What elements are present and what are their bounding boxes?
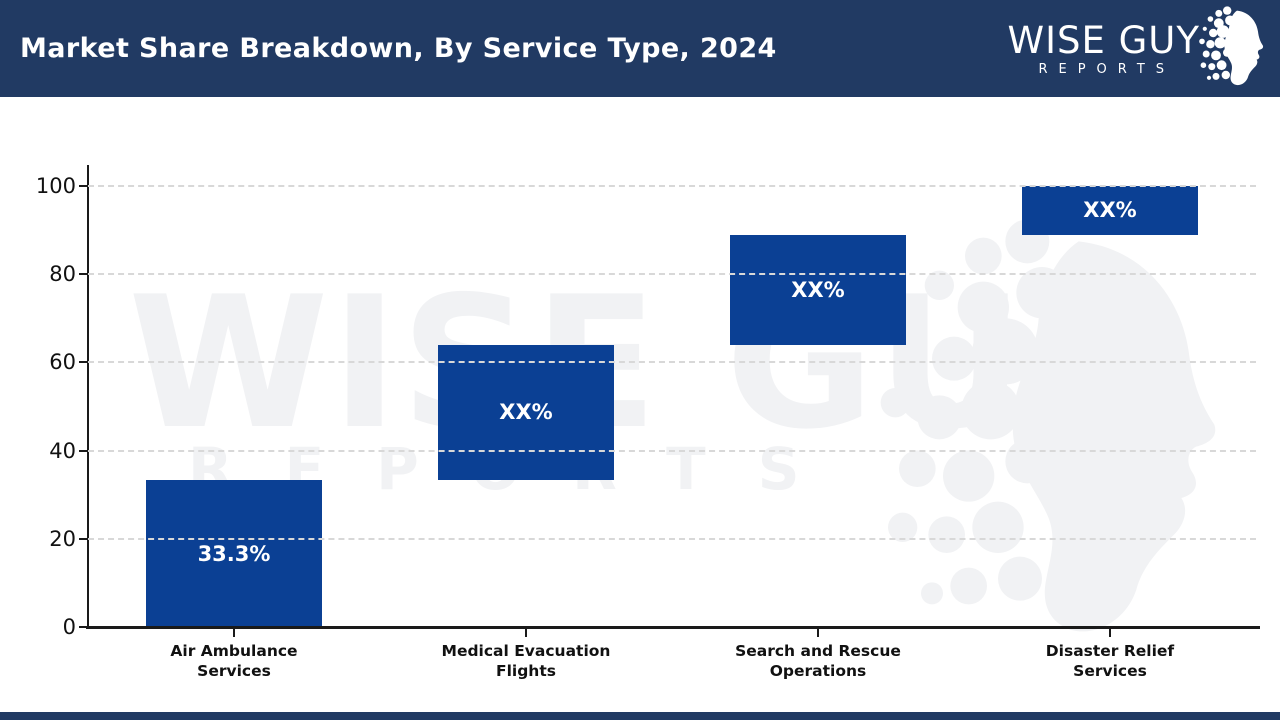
- y-axis-tick-label: 40: [49, 438, 76, 463]
- y-axis-tick-label: 80: [49, 262, 76, 287]
- x-tick-mark: [1109, 629, 1111, 637]
- bar-air-ambulance-services: [146, 480, 322, 627]
- bar-value-label: 33.3%: [197, 541, 271, 566]
- gridline-40: [88, 449, 1256, 452]
- gridline-60: [88, 361, 1256, 364]
- gridline-80: [88, 273, 1256, 276]
- x-tick-mark: [233, 629, 235, 637]
- y-tick-mark: [79, 185, 88, 187]
- gridline-100: [88, 185, 1256, 187]
- bar-value-label: XX%: [1083, 198, 1137, 223]
- wiseguy-logo: WISE GUY REPORTS: [1008, 7, 1280, 91]
- x-tick-mark: [525, 629, 527, 637]
- bar-value-label: XX%: [499, 400, 553, 425]
- y-tick-mark: [79, 626, 88, 628]
- x-axis-category-label: Air Ambulance Services: [170, 642, 298, 680]
- x-axis-line: [86, 626, 1260, 629]
- y-tick-mark: [79, 449, 88, 452]
- x-axis-category-label: Search and Rescue Operations: [735, 642, 901, 680]
- logo-wordmark: WISE GUY: [1007, 18, 1200, 62]
- logo-subtitle: REPORTS: [1038, 61, 1176, 77]
- bar-value-label: XX%: [791, 277, 845, 302]
- y-tick-mark: [79, 273, 88, 276]
- y-axis-tick-label: 100: [35, 174, 76, 198]
- y-axis-tick-label: 20: [49, 526, 76, 551]
- y-axis-tick-label: 0: [62, 615, 76, 639]
- gridline-20: [88, 537, 1256, 540]
- footer-bar: [0, 712, 1280, 720]
- logo-text: WISE GUY REPORTS: [1008, 22, 1200, 76]
- header-bar: Market Share Breakdown, By Service Type,…: [0, 0, 1280, 97]
- bar-search-and-rescue-operations: [730, 234, 906, 345]
- page-title: Market Share Breakdown, By Service Type,…: [20, 33, 777, 64]
- y-tick-mark: [79, 361, 88, 364]
- y-tick-mark: [79, 537, 88, 540]
- y-axis-tick-label: 60: [49, 350, 76, 375]
- x-axis-category-label: Disaster Relief Services: [1045, 642, 1175, 680]
- x-tick-mark: [817, 629, 819, 637]
- bar-medical-evacuation-flights: [438, 344, 614, 481]
- x-axis-category-label: Medical Evacuation Flights: [441, 642, 611, 680]
- y-axis-line: [87, 165, 89, 629]
